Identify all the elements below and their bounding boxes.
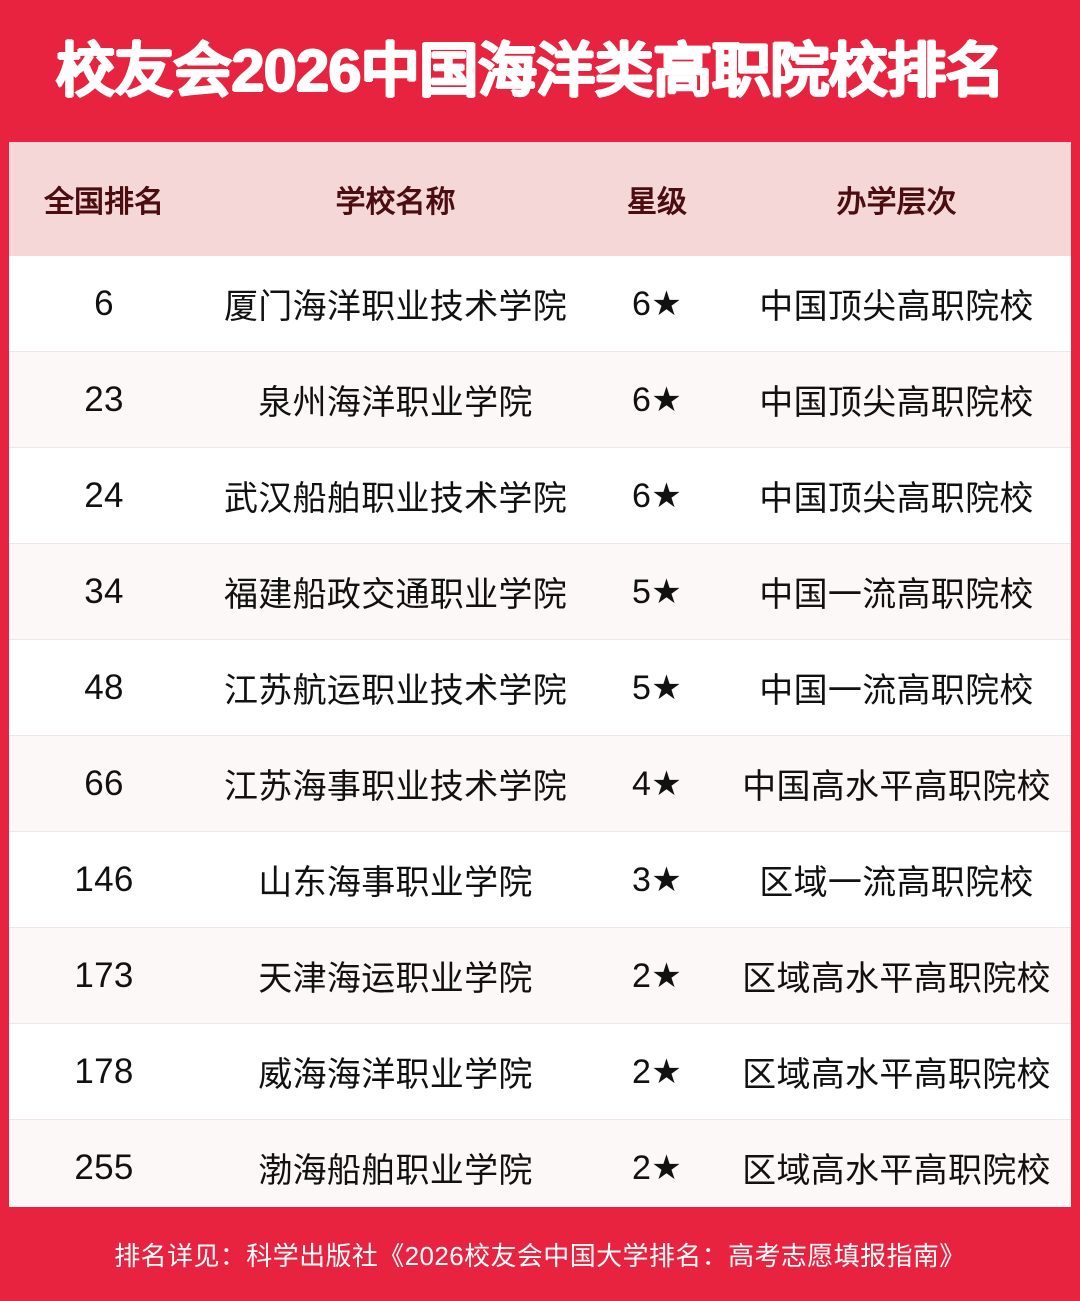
cell-rank: 23 xyxy=(9,351,199,448)
table-row: 255 渤海船舶职业学院 2★ 区域高水平高职院校 xyxy=(9,1119,1071,1207)
cell-rank: 255 xyxy=(9,1119,199,1207)
column-header-rank: 全国排名 xyxy=(9,142,199,256)
cell-star: 6★ xyxy=(632,284,682,323)
cell-name: 泉州海洋职业学院 xyxy=(199,351,592,448)
table-row: 24 武汉船舶职业技术学院 6★ 中国顶尖高职院校 xyxy=(9,447,1071,544)
table-row: 6 厦门海洋职业技术学院 6★ 中国顶尖高职院校 xyxy=(9,256,1071,352)
cell-rank: 48 xyxy=(9,639,199,736)
cell-star: 6★ xyxy=(592,351,722,448)
table-header-row: 全国排名 学校名称 星级 办学层次 xyxy=(9,142,1071,256)
cell-level: 中国一流高职院校 xyxy=(722,543,1071,640)
cell-level: 中国顶尖高职院校 xyxy=(722,351,1071,448)
cell-name: 厦门海洋职业技术学院 xyxy=(224,288,567,326)
column-header-level: 办学层次 xyxy=(722,142,1071,256)
ranking-table: 全国排名 学校名称 星级 办学层次 6 厦门海洋职业技术学院 6★ 中国顶尖高职院校 2… xyxy=(9,142,1071,1207)
column-header-name: 学校名称 xyxy=(199,142,592,256)
footer-band: 排名详见：科学出版社《2026校友会中国大学排名：高考志愿填报指南》 xyxy=(0,1207,1080,1301)
cell-name: 福建船政交通职业学院 xyxy=(199,543,592,640)
cell-rank: 178 xyxy=(9,1023,199,1120)
cell-star: 6★ xyxy=(592,447,722,544)
table-row: 48 江苏航运职业技术学院 5★ 中国一流高职院校 xyxy=(9,639,1071,736)
cell-level: 中国顶尖高职院校 xyxy=(759,288,1034,326)
table-row: 146 山东海事职业学院 3★ 区域一流高职院校 xyxy=(9,831,1071,928)
table-header: 全国排名 学校名称 星级 办学层次 xyxy=(9,142,1071,256)
column-header-star: 星级 xyxy=(592,142,722,256)
title-band: 校友会2026中国海洋类高职院校排名 xyxy=(0,0,1080,142)
cell-level: 中国顶尖高职院校 xyxy=(722,447,1071,544)
cell-rank: 66 xyxy=(9,735,199,832)
cell-name: 江苏海事职业技术学院 xyxy=(199,735,592,832)
ranking-table-card: 全国排名 学校名称 星级 办学层次 6 厦门海洋职业技术学院 6★ 中国顶尖高职院校 2… xyxy=(9,142,1071,1207)
cell-level: 区域高水平高职院校 xyxy=(722,927,1071,1024)
cell-name: 渤海船舶职业学院 xyxy=(199,1119,592,1207)
page-title: 校友会2026中国海洋类高职院校排名 xyxy=(56,37,1005,104)
cell-level: 中国高水平高职院校 xyxy=(722,735,1071,832)
cell-rank: 146 xyxy=(9,831,199,928)
table-row: 23 泉州海洋职业学院 6★ 中国顶尖高职院校 xyxy=(9,351,1071,448)
cell-star: 2★ xyxy=(592,1023,722,1120)
cell-level: 区域一流高职院校 xyxy=(722,831,1071,928)
footer-note: 排名详见：科学出版社《2026校友会中国大学排名：高考志愿填报指南》 xyxy=(114,1240,966,1271)
cell-rank: 173 xyxy=(9,927,199,1024)
cell-star: 2★ xyxy=(592,927,722,1024)
table-row: 178 威海海洋职业学院 2★ 区域高水平高职院校 xyxy=(9,1023,1071,1120)
cell-name: 武汉船舶职业技术学院 xyxy=(199,447,592,544)
table-row: 173 天津海运职业学院 2★ 区域高水平高职院校 xyxy=(9,927,1071,1024)
cell-level: 区域高水平高职院校 xyxy=(722,1023,1071,1120)
cell-rank: 6 xyxy=(94,283,114,323)
table-body: 6 厦门海洋职业技术学院 6★ 中国顶尖高职院校 23 泉州海洋职业学院 6★ 中国顶尖高职院… xyxy=(9,256,1071,1207)
cell-name: 威海海洋职业学院 xyxy=(199,1023,592,1120)
cell-name: 山东海事职业学院 xyxy=(199,831,592,928)
table-row: 66 江苏海事职业技术学院 4★ 中国高水平高职院校 xyxy=(9,735,1071,832)
cell-rank: 24 xyxy=(9,447,199,544)
cell-star: 5★ xyxy=(592,639,722,736)
table-row: 34 福建船政交通职业学院 5★ 中国一流高职院校 xyxy=(9,543,1071,640)
cell-star: 4★ xyxy=(592,735,722,832)
cell-star: 3★ xyxy=(592,831,722,928)
cell-level: 中国一流高职院校 xyxy=(722,639,1071,736)
cell-star: 2★ xyxy=(592,1119,722,1207)
cell-name: 天津海运职业学院 xyxy=(199,927,592,1024)
cell-rank: 34 xyxy=(9,543,199,640)
cell-name: 江苏航运职业技术学院 xyxy=(199,639,592,736)
cell-star: 5★ xyxy=(592,543,722,640)
cell-level: 区域高水平高职院校 xyxy=(722,1119,1071,1207)
